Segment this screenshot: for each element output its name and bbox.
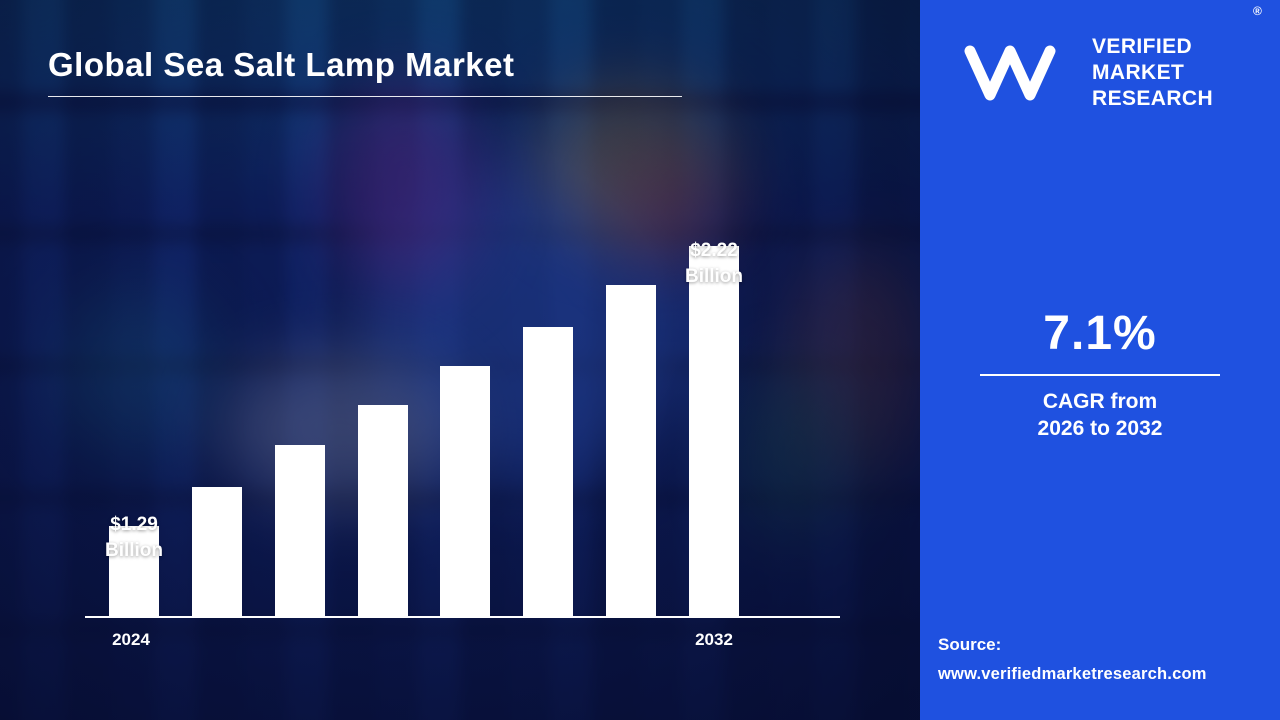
brand-line-3: RESEARCH [1092, 87, 1214, 110]
bar-6 [523, 327, 574, 616]
title-underline [48, 96, 682, 97]
bar-2 [191, 487, 242, 616]
bar-1 [109, 526, 159, 616]
end-value: $2.22 [690, 240, 738, 261]
bar-chart: $1.29 Billion $2.22 Billion 2024 2032 [85, 240, 840, 668]
bar-8 [688, 246, 739, 616]
end-value-label: $2.22 Billion [654, 238, 774, 289]
source-label: Source: [938, 635, 1002, 654]
registered-trademark: ® [1253, 4, 1262, 18]
vmr-monogram-icon [964, 45, 1056, 101]
brand-line-2: MARKET [1092, 61, 1185, 84]
x-tick-first: 2024 [112, 630, 150, 649]
brand-line-1: VERIFIED [1092, 35, 1193, 58]
bar-5 [440, 366, 491, 616]
cagr-value: 7.1% [1043, 307, 1157, 360]
bar-4 [357, 405, 408, 616]
start-value: $1.29 [110, 514, 158, 535]
x-axis-line [85, 616, 840, 618]
page-title: Global Sea Salt Lamp Market [48, 46, 515, 83]
start-unit: Billion [104, 539, 164, 561]
end-unit: Billion [684, 265, 744, 287]
start-value-label: $1.29 Billion [74, 512, 194, 563]
x-tick-last: 2032 [695, 630, 733, 649]
bar-3 [274, 445, 325, 616]
source-url: www.verifiedmarketresearch.com [938, 665, 1207, 683]
cagr-label-line1: CAGR from [1042, 390, 1158, 413]
cagr-label-line2: 2026 to 2032 [1037, 417, 1163, 440]
cagr-divider [980, 374, 1220, 376]
supermarket-background [0, 0, 920, 720]
brand-wordmark: VERIFIED MARKET RESEARCH [1092, 34, 1213, 112]
bar-group [109, 246, 739, 616]
source-block: Source: www.verifiedmarketresearch.com [938, 635, 1207, 684]
bar-7 [606, 285, 657, 616]
logo: VERIFIED MARKET RESEARCH [948, 34, 1213, 112]
brand-panel: VERIFIED MARKET RESEARCH ® 7.1% CAGR fro… [920, 0, 1280, 720]
